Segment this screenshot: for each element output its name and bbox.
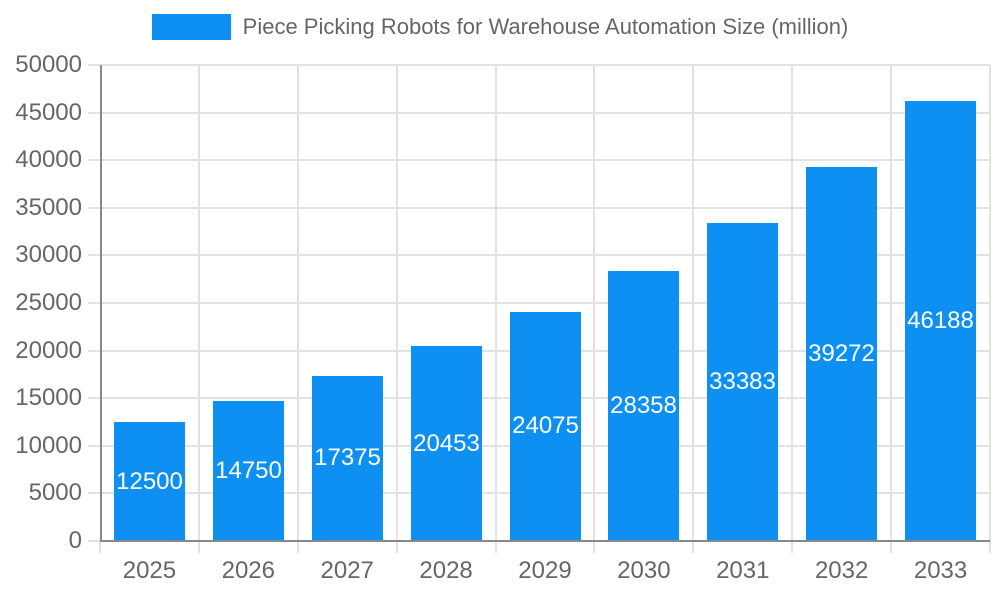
bar-value-label: 20453 (413, 429, 480, 457)
bar[interactable]: 17375 (312, 375, 383, 541)
bar[interactable]: 12500 (114, 422, 185, 541)
gridline-vertical (494, 65, 497, 553)
bar[interactable]: 33383 (707, 223, 778, 541)
y-axis-tick-label: 5000 (28, 479, 82, 507)
x-axis-tick-label: 2026 (221, 557, 275, 584)
bar-value-label: 28358 (610, 392, 677, 419)
gridline-vertical (197, 65, 200, 553)
bar-value-label: 39272 (808, 340, 875, 368)
bar-value-label: 24075 (512, 412, 579, 440)
y-axis-tick-label: 40000 (15, 146, 82, 174)
bar-value-label: 14750 (215, 456, 282, 484)
bar-value-label: 46188 (907, 307, 974, 335)
gridline-vertical (296, 65, 299, 553)
gridline-vertical (593, 65, 596, 553)
x-axis-tick-label: 2028 (419, 557, 473, 584)
x-axis-tick (99, 541, 101, 553)
bar-value-label: 17375 (314, 444, 381, 472)
y-axis-tick-label: 25000 (15, 289, 82, 316)
legend-label: Piece Picking Robots for Warehouse Autom… (242, 14, 849, 39)
gridline-horizontal (88, 302, 990, 304)
y-axis-tick-label: 45000 (15, 98, 82, 126)
bar[interactable]: 14750 (213, 400, 284, 541)
gridline-horizontal (88, 206, 990, 209)
y-axis-tick-label: 35000 (15, 193, 82, 221)
bar-value-label: 33383 (709, 368, 776, 396)
bar[interactable]: 46188 (905, 101, 976, 541)
gridline-horizontal (88, 254, 990, 257)
y-axis-tick-label: 10000 (15, 431, 82, 459)
bar[interactable]: 24075 (510, 311, 581, 541)
x-axis-tick-label: 2032 (814, 557, 869, 584)
y-axis-tick-label: 30000 (15, 241, 82, 269)
y-axis-tick-label: 15000 (15, 384, 82, 412)
gridline-vertical (395, 65, 398, 553)
bar-value-label: 12500 (116, 467, 183, 495)
bar[interactable]: 20453 (411, 346, 482, 541)
y-axis-tick-label: 50000 (15, 51, 82, 78)
bar[interactable]: 39272 (806, 167, 877, 541)
gridline-vertical (989, 65, 991, 553)
legend[interactable]: Piece Picking Robots for Warehouse Autom… (0, 14, 1000, 40)
x-axis-tick-label: 2030 (617, 557, 671, 584)
x-axis-tick-label: 2025 (122, 557, 177, 584)
y-axis-tick-label: 20000 (15, 336, 82, 364)
gridline-vertical (692, 65, 695, 553)
y-axis-line (100, 65, 102, 541)
x-axis-line (100, 540, 990, 542)
gridline-vertical (791, 65, 794, 553)
bar[interactable]: 28358 (608, 271, 679, 541)
x-axis-tick-label: 2033 (913, 557, 968, 584)
y-axis-tick-label: 0 (68, 527, 82, 554)
x-axis-tick-label: 2029 (518, 557, 572, 584)
gridline-horizontal (88, 111, 990, 114)
gridline-horizontal (88, 159, 990, 162)
legend-swatch (151, 14, 231, 40)
x-axis-tick-label: 2031 (716, 557, 770, 584)
x-axis-tick-label: 2027 (320, 557, 374, 584)
gridline-vertical (890, 65, 893, 553)
gridline-horizontal (88, 64, 990, 66)
